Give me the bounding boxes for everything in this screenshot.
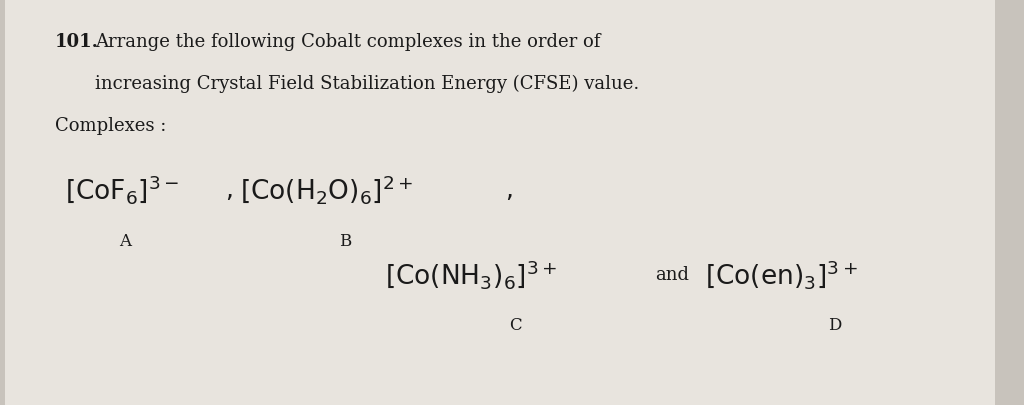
FancyBboxPatch shape (5, 0, 995, 405)
Text: $\left[\mathrm{Co(NH_3)_6}\right]^{3+}$: $\left[\mathrm{Co(NH_3)_6}\right]^{3+}$ (385, 259, 557, 291)
Text: $,$: $,$ (505, 178, 512, 202)
Text: increasing Crystal Field Stabilization Energy (CFSE) value.: increasing Crystal Field Stabilization E… (95, 75, 639, 93)
Text: A: A (119, 233, 131, 250)
Text: and: and (655, 266, 689, 284)
Text: Complexes :: Complexes : (55, 117, 166, 135)
Text: B: B (339, 233, 351, 250)
Text: $\left[\mathrm{Co(H_2O)_6}\right]^{2+}$: $\left[\mathrm{Co(H_2O)_6}\right]^{2+}$ (240, 174, 413, 206)
Text: D: D (828, 317, 842, 334)
Text: C: C (509, 317, 521, 334)
Text: Arrange the following Cobalt complexes in the order of: Arrange the following Cobalt complexes i… (95, 33, 600, 51)
Text: $\left[\mathrm{CoF_6}\right]^{3-}$: $\left[\mathrm{CoF_6}\right]^{3-}$ (65, 174, 179, 206)
Text: 101.: 101. (55, 33, 99, 51)
Text: $\left[\mathrm{Co(en)_3}\right]^{3+}$: $\left[\mathrm{Co(en)_3}\right]^{3+}$ (705, 259, 858, 291)
Text: $,$: $,$ (225, 178, 232, 202)
